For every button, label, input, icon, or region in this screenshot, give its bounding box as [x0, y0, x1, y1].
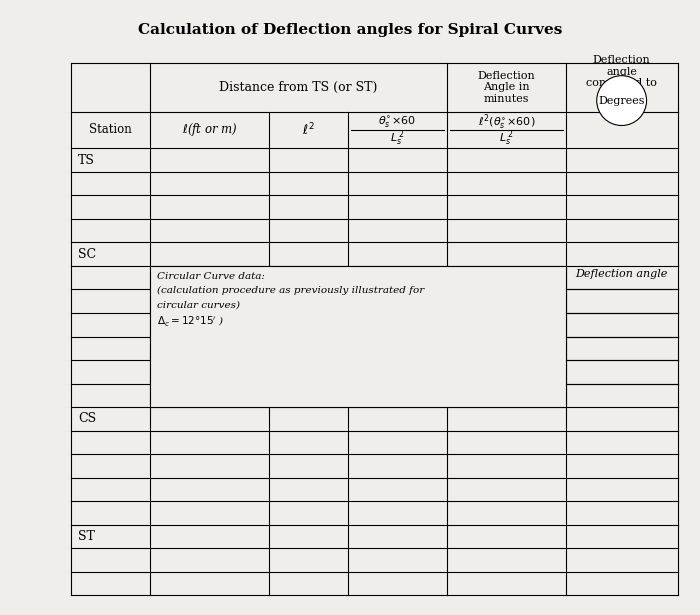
Text: ST: ST [78, 530, 95, 543]
Text: Calculation of Deflection angles for Spiral Curves: Calculation of Deflection angles for Spi… [138, 23, 562, 37]
Text: $\ell^2(\theta_s^{\circ}\!\times\!60)$: $\ell^2(\theta_s^{\circ}\!\times\!60)$ [477, 112, 535, 132]
Text: Deflection
angle
converted to: Deflection angle converted to [586, 55, 657, 89]
Text: TS: TS [78, 154, 95, 167]
Text: $L_s^{\,2}$: $L_s^{\,2}$ [499, 128, 514, 148]
Text: Degrees: Degrees [598, 95, 645, 106]
Text: SC: SC [78, 248, 96, 261]
Text: Deflection
Angle in
minutes: Deflection Angle in minutes [477, 71, 535, 104]
Text: CS: CS [78, 412, 96, 426]
Text: Circular Curve data:: Circular Curve data: [158, 272, 265, 281]
Text: (calculation procedure as previously illustrated for: (calculation procedure as previously ill… [158, 286, 424, 295]
FancyBboxPatch shape [150, 266, 566, 407]
Text: $\Delta_c = 12°15'$ ): $\Delta_c = 12°15'$ ) [158, 314, 224, 328]
Text: $L_s^{\,2}$: $L_s^{\,2}$ [391, 128, 405, 148]
Text: $\ell$(ft or m): $\ell$(ft or m) [181, 122, 237, 138]
Text: $\ell^2$: $\ell^2$ [302, 122, 315, 138]
Text: $\theta_s^{\circ}\!\times\!60$: $\theta_s^{\circ}\!\times\!60$ [379, 114, 416, 130]
Text: Station: Station [90, 124, 132, 137]
Text: circular curves): circular curves) [158, 300, 240, 309]
Text: Distance from TS (or ST): Distance from TS (or ST) [219, 81, 378, 93]
Text: Deflection angle: Deflection angle [575, 269, 668, 279]
